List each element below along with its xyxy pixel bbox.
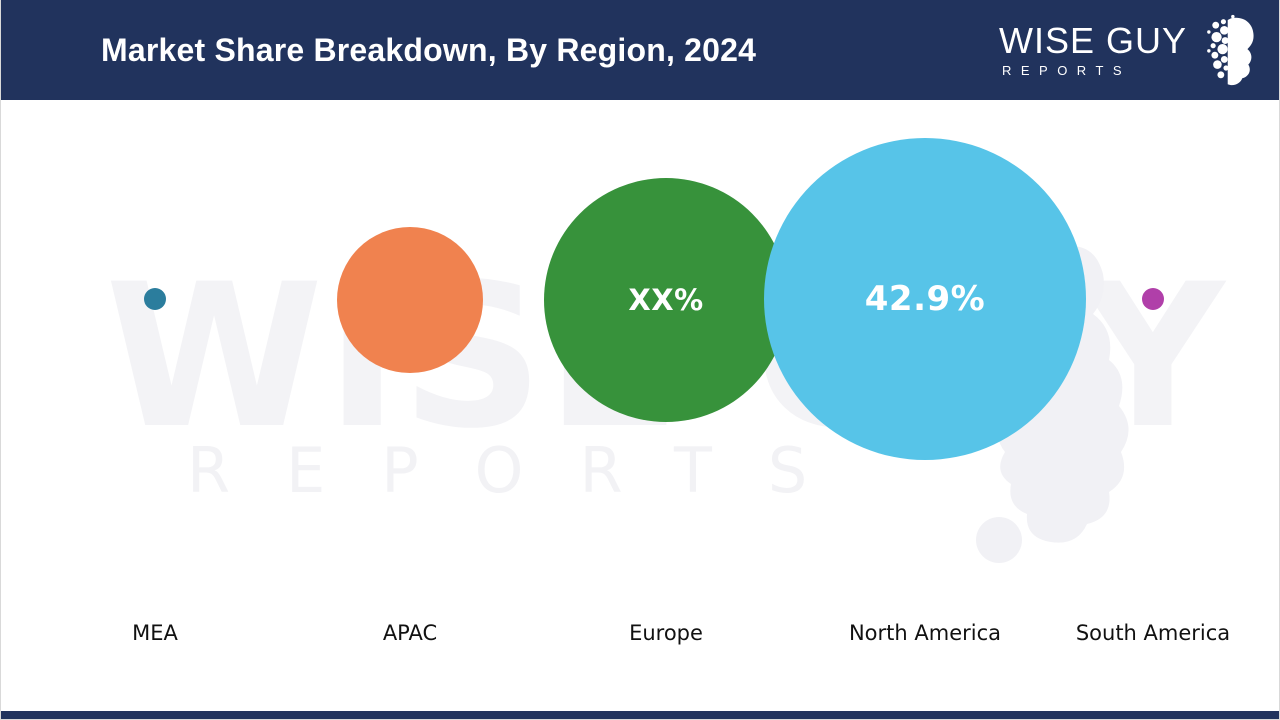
- category-label-south-america: South America: [1075, 621, 1231, 645]
- category-label-mea: MEA: [132, 621, 178, 645]
- category-label-north-america: North America: [848, 621, 1002, 645]
- footer-band: [1, 711, 1279, 719]
- bubble-apac: [337, 227, 483, 373]
- bubble-europe: XX%: [544, 178, 788, 422]
- bubble-south-america: [1142, 288, 1164, 310]
- brand-logo-text: WISE GUY REPORTS: [998, 20, 1187, 79]
- bubble-value-north-america: 42.9%: [864, 279, 986, 319]
- header-band: Market Share Breakdown, By Region, 2024 …: [1, 0, 1279, 100]
- brand-name: WISE GUY: [998, 20, 1187, 61]
- brand-logo: WISE GUY REPORTS: [999, 14, 1263, 86]
- watermark-face: [976, 246, 1129, 563]
- category-label-apac: APAC: [382, 621, 438, 645]
- watermark-text-small: REPORTS: [187, 434, 864, 507]
- brand-face-icon: [1207, 14, 1254, 86]
- bubble-value-europe: XX%: [628, 283, 704, 317]
- chart-title: Market Share Breakdown, By Region, 2024: [101, 32, 757, 68]
- bubble-plot: MEA APAC XX% Europe 42.9% North America South …: [1, 100, 1279, 712]
- brand-subtitle: REPORTS: [1001, 63, 1132, 78]
- category-label-europe: Europe: [629, 621, 703, 645]
- bubble-mea: [144, 288, 166, 310]
- bubble-north-america: 42.9%: [764, 138, 1086, 460]
